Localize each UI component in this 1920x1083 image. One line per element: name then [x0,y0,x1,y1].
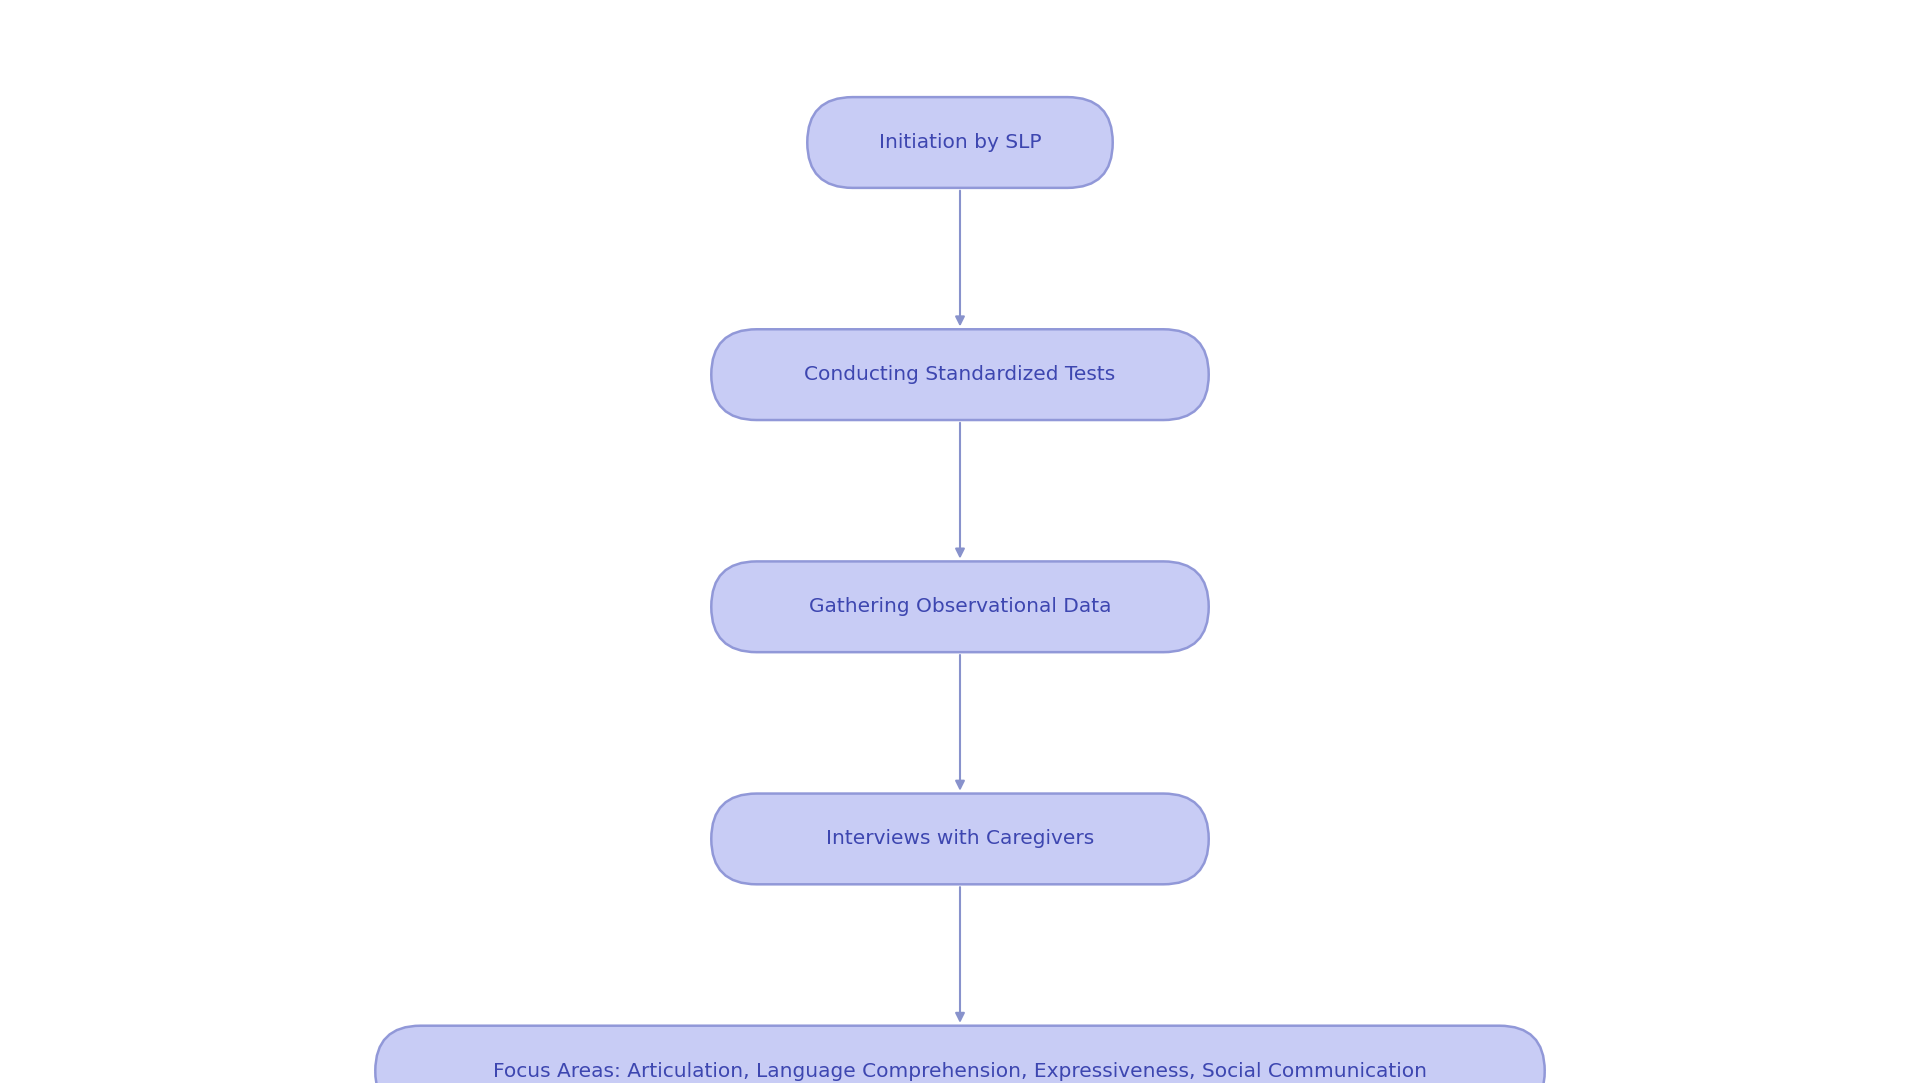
Text: Focus Areas: Articulation, Language Comprehension, Expressiveness, Social Commun: Focus Areas: Articulation, Language Comp… [493,1061,1427,1081]
FancyBboxPatch shape [374,1026,1546,1083]
FancyBboxPatch shape [710,561,1210,652]
FancyBboxPatch shape [710,329,1210,420]
Text: Conducting Standardized Tests: Conducting Standardized Tests [804,365,1116,384]
FancyBboxPatch shape [710,794,1210,885]
Text: Initiation by SLP: Initiation by SLP [879,133,1041,152]
Text: Interviews with Caregivers: Interviews with Caregivers [826,830,1094,848]
FancyBboxPatch shape [806,97,1114,187]
Text: Gathering Observational Data: Gathering Observational Data [808,598,1112,616]
